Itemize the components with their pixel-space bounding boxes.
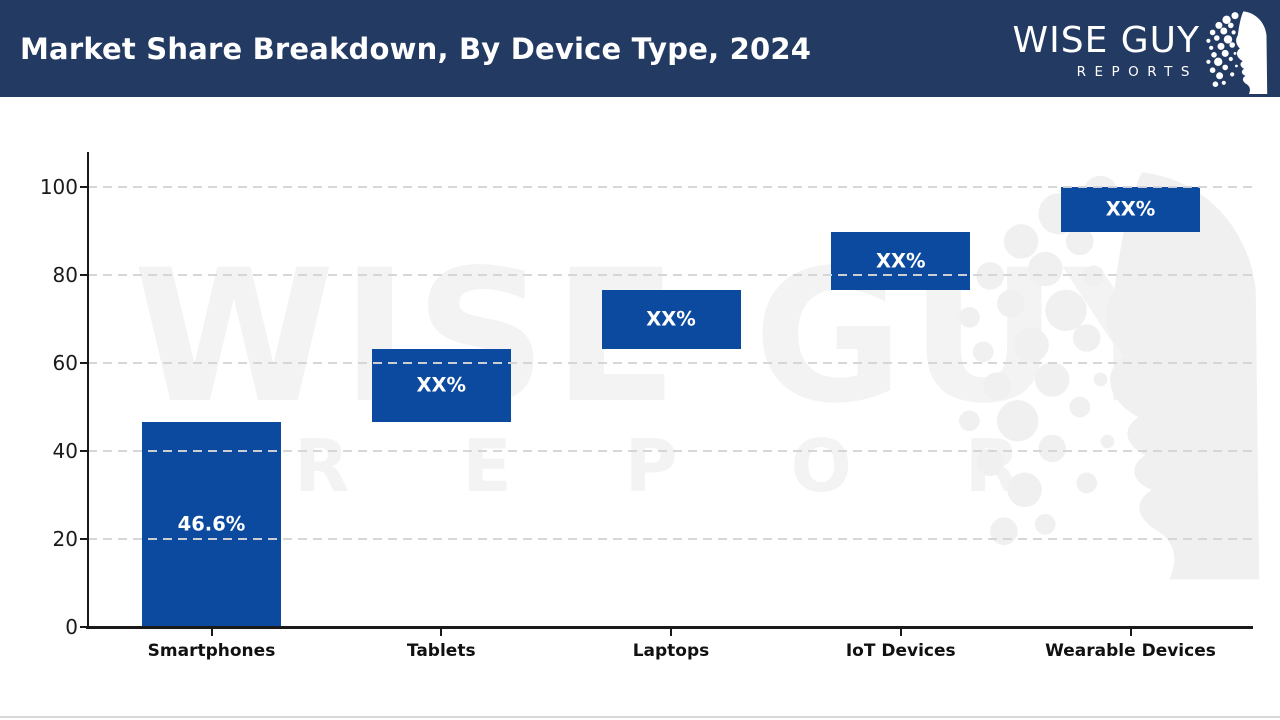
gridline — [88, 450, 1253, 452]
bar-value-label: XX% — [875, 249, 926, 273]
y-axis-tick-label: 20 — [52, 527, 78, 551]
bar-value-label: XX% — [646, 307, 696, 331]
x-axis-tick — [210, 628, 213, 636]
bar-tablets — [371, 348, 511, 422]
bar-value-label: 46.6% — [177, 512, 246, 536]
x-axis-label: Laptops — [632, 641, 710, 661]
logo-subtitle: REPORTS — [1076, 64, 1198, 80]
y-axis-tick-label: 100 — [39, 175, 78, 199]
header-band: Market Share Breakdown, By Device Type, … — [0, 0, 1280, 97]
y-axis-tick-label: 60 — [52, 351, 78, 375]
y-axis-tick — [80, 450, 88, 452]
x-axis-label: Wearable Devices — [1045, 641, 1216, 661]
y-axis-tick — [80, 362, 88, 364]
logo-wordmark: WISE GUY — [1012, 20, 1200, 61]
gridline — [88, 274, 1253, 276]
y-axis-tick-label: 80 — [52, 263, 78, 287]
gridline — [88, 538, 1253, 540]
y-axis-tick — [80, 538, 88, 540]
watermark-subtitle: R E P O R T S — [294, 424, 1280, 508]
bar-iot-devices — [831, 231, 971, 290]
y-axis-tick — [80, 274, 88, 276]
x-axis-tick — [440, 628, 443, 636]
gridline — [88, 186, 1253, 188]
x-axis-tick — [899, 628, 902, 636]
logo-face-icon — [1200, 10, 1270, 94]
x-axis-label: IoT Devices — [845, 641, 956, 661]
x-axis-label: Tablets — [406, 641, 476, 661]
bar-value-label: XX% — [1105, 197, 1156, 221]
y-axis-tick-label: 40 — [52, 439, 78, 463]
chart-title: Market Share Breakdown, By Device Type, … — [20, 31, 812, 66]
bar-value-label: XX% — [416, 373, 467, 397]
x-axis-line — [86, 626, 1253, 629]
bar-laptops — [601, 289, 741, 349]
x-axis-label: Smartphones — [147, 641, 276, 661]
bottom-divider — [0, 716, 1280, 718]
bar-wearable-devices — [1061, 187, 1200, 232]
bar-smartphones — [142, 421, 281, 627]
y-axis-tick — [80, 626, 88, 628]
y-axis-line — [87, 152, 89, 629]
wise-guy-logo: WISE GUY REPORTS — [1013, 4, 1272, 94]
x-axis-tick — [670, 628, 672, 636]
x-axis-tick — [1129, 628, 1132, 636]
y-axis-tick-label: 0 — [65, 615, 78, 639]
y-axis-tick — [80, 186, 88, 188]
gridline — [88, 362, 1253, 364]
